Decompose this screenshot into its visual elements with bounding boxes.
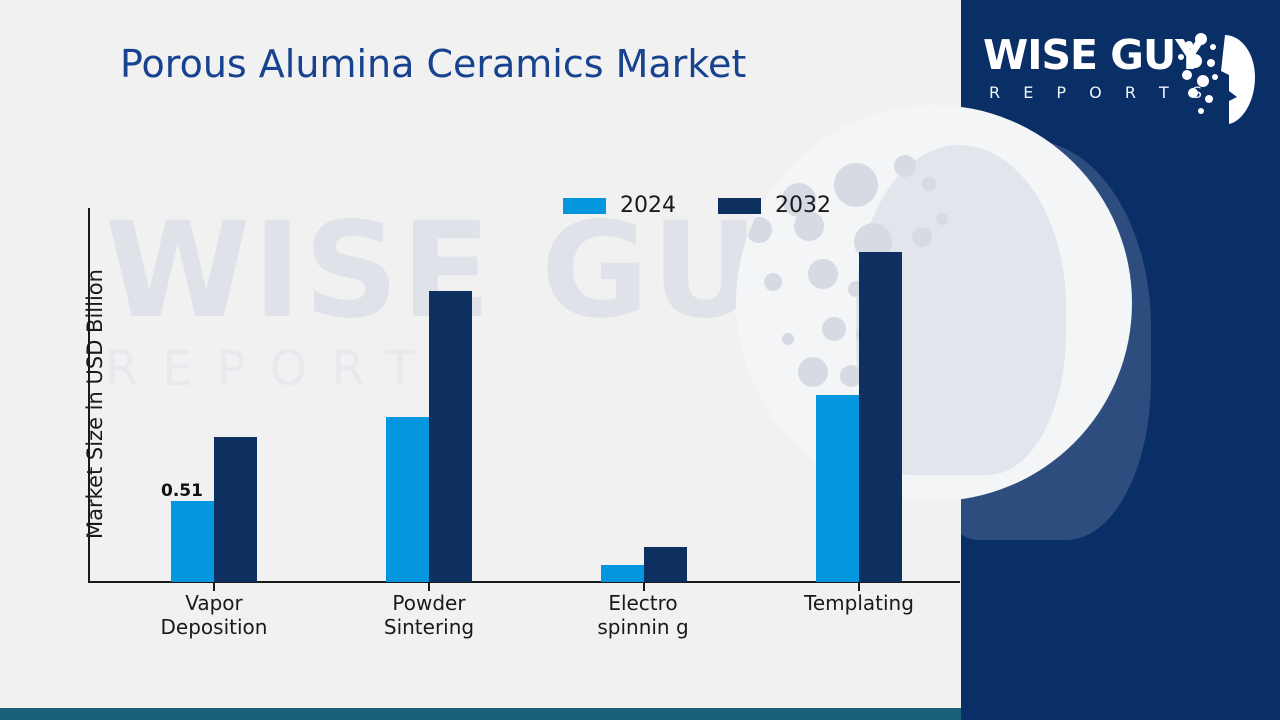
page-title: Porous Alumina Ceramics Market <box>120 42 747 86</box>
bar-electrospinning-2024[interactable] <box>601 565 644 582</box>
bar-vapor-deposition-2032[interactable] <box>214 437 257 582</box>
legend-swatch-2032 <box>718 197 761 214</box>
x-axis-line <box>88 581 960 583</box>
x-label-templating: Templating <box>804 591 914 615</box>
bar-powder-sintering-2024[interactable] <box>386 417 429 582</box>
x-tick-2 <box>428 582 430 591</box>
legend-label-2024: 2024 <box>620 193 676 218</box>
x-label-vapor-deposition: Vapor Deposition <box>160 591 268 639</box>
bar-vapor-deposition-2024[interactable] <box>171 501 214 582</box>
x-label-electrospinning: Electro spinnin g <box>597 591 689 639</box>
plot-area: 0.51 Vapor Deposition Powder Sintering E… <box>160 252 914 639</box>
bar-templating-2032[interactable] <box>859 252 902 582</box>
legend-swatch-2024 <box>563 197 606 214</box>
bar-electrospinning-2032[interactable] <box>644 547 687 582</box>
logo-wordmark: WISE GUY <box>983 31 1205 79</box>
brand-logo: WISE GUY R E P O R T S <box>983 31 1255 124</box>
legend-label-2032: 2032 <box>775 193 831 218</box>
bar-templating-2024[interactable] <box>816 395 859 582</box>
bottom-accent-strip <box>0 708 961 720</box>
legend-item-2032[interactable]: 2032 <box>718 193 831 218</box>
bar-powder-sintering-2032[interactable] <box>429 291 472 582</box>
head-network-icon <box>1178 33 1255 124</box>
data-label-vapor-deposition-2024: 0.51 <box>161 481 203 501</box>
x-label-powder-sintering: Powder Sintering <box>383 591 475 639</box>
y-axis-line <box>88 208 90 582</box>
x-tick-1 <box>213 582 215 591</box>
logo-subtext: R E P O R T S <box>989 83 1212 102</box>
x-tick-4 <box>858 582 860 591</box>
legend-item-2024[interactable]: 2024 <box>563 193 676 218</box>
chart-legend: 2024 2032 <box>563 193 831 218</box>
x-tick-3 <box>643 582 645 591</box>
